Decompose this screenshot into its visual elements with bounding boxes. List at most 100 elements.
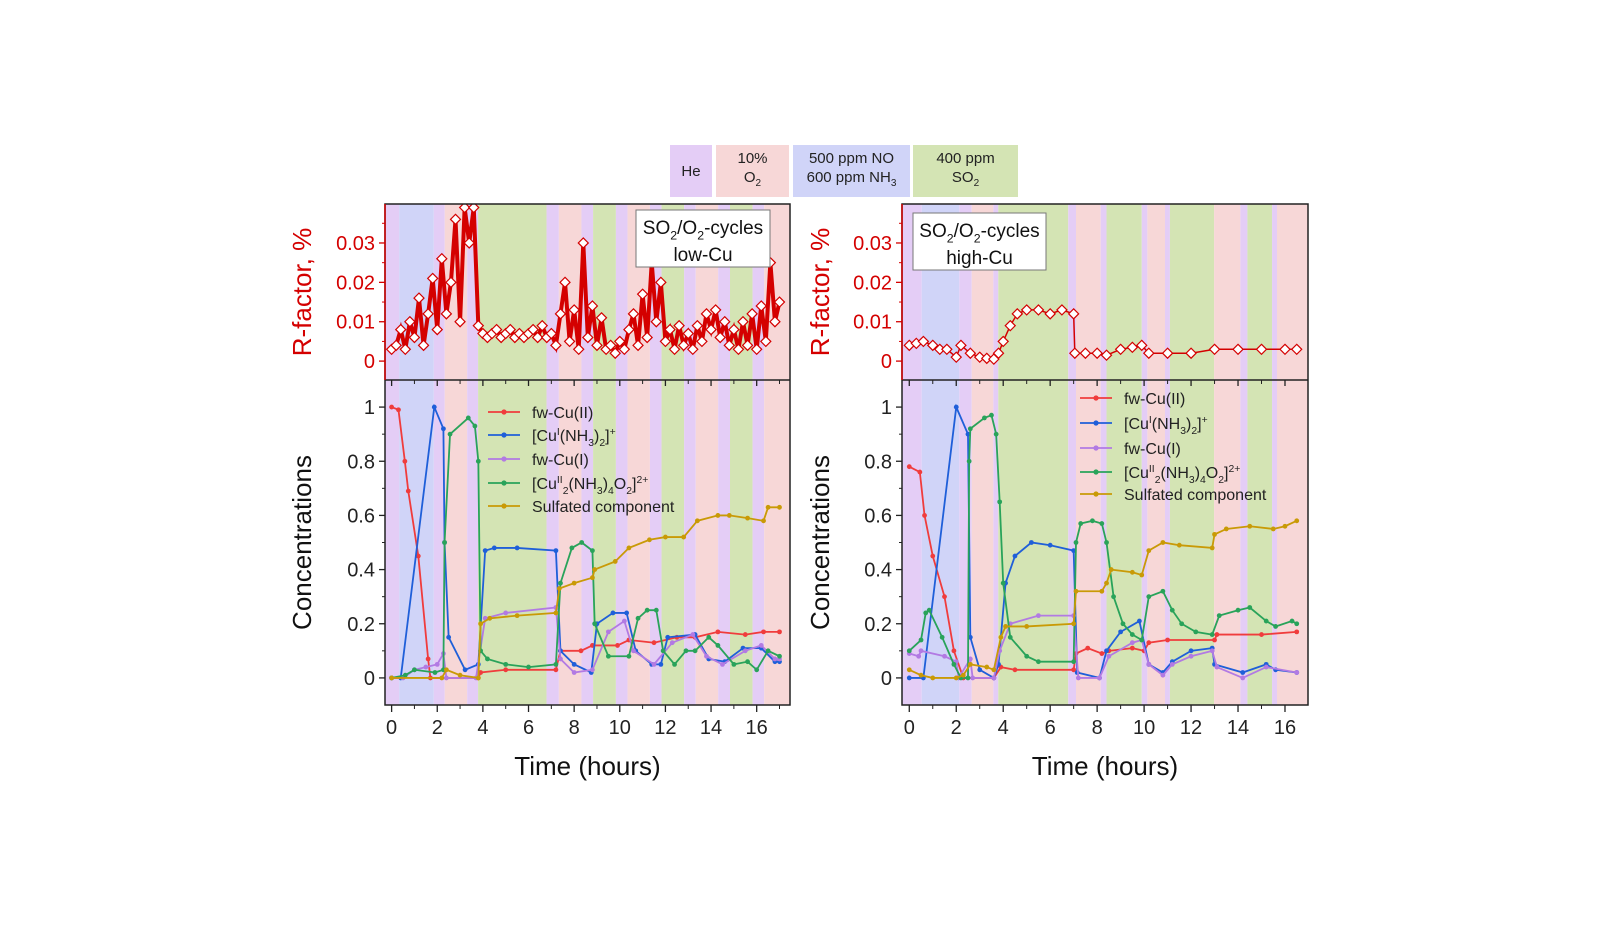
gas-band-he <box>1068 204 1076 705</box>
gas-band-he <box>1100 204 1107 705</box>
series-point-sulfated-component <box>487 615 493 621</box>
series-point-fw-cu-i <box>1169 661 1175 667</box>
series-point-fw-cu-i <box>918 648 924 654</box>
gas-band-so2 <box>1106 204 1142 705</box>
gas-band-he <box>615 204 628 705</box>
rfactor-point <box>973 351 986 364</box>
series-point-cu-i-nh3-2 <box>1118 629 1124 635</box>
rfactor-series <box>385 204 786 360</box>
rfactor-y-axis-title: R-factor, % <box>287 228 317 357</box>
rfactor-point <box>1255 343 1268 356</box>
series-point-fw-cu-i <box>758 643 764 648</box>
rfactor-point <box>1032 304 1045 316</box>
series-point-fw-cu-ii <box>930 553 936 559</box>
series-point-cu-ii-2-nh3-4-o2 <box>672 661 677 667</box>
series-point-cu-ii-2-nh3-4-o2 <box>993 431 999 437</box>
rfactor-point <box>1161 347 1174 360</box>
rfactor-point <box>926 339 939 352</box>
legend-label-fw-cu-ii: fw-Cu(II) <box>1124 391 1185 408</box>
legend-label-fw-cu-i: fw-Cu(I) <box>532 452 589 469</box>
rfactor-point <box>445 276 457 289</box>
x-tick-label: 16 <box>1274 717 1296 739</box>
series-point-fw-cu-i <box>1294 670 1300 675</box>
series-point-fw-cu-ii <box>503 667 509 673</box>
series-point-cu-ii-2-nh3-4-o2 <box>1090 518 1095 524</box>
series-point-fw-cu-i <box>621 618 627 624</box>
rfactor-point <box>399 343 412 356</box>
series-point-sulfated-component <box>590 575 595 581</box>
rfactor-point <box>458 204 471 214</box>
series-point-cu-i-nh3-2 <box>1012 553 1018 559</box>
series-point-fw-cu-ii <box>1214 632 1220 637</box>
rfactor-point <box>1100 349 1113 362</box>
legend-marker-cu-ii-2-nh3-4-o2 <box>501 480 507 486</box>
rfactor-point <box>1135 339 1148 352</box>
series-point-sulfated-component <box>715 513 721 518</box>
series-point-cu-ii-2-nh3-4-o2 <box>706 634 712 640</box>
series-point-cu-ii-2-nh3-4-o2 <box>1273 624 1278 629</box>
series-point-sulfated-component <box>681 534 687 540</box>
rfactor-point <box>755 300 768 312</box>
legend-label-fw-cu-i: fw-Cu(I) <box>1124 441 1181 458</box>
series-point-sulfated-component <box>1223 526 1229 532</box>
series-point-fw-cu-ii <box>553 667 559 673</box>
gas-band-he <box>467 204 479 705</box>
series-point-fw-cu-i <box>605 629 611 635</box>
series-point-sulfated-component <box>726 513 732 518</box>
annotation-label: SO2/O2-cycles <box>643 218 763 243</box>
series-point-cu-i-nh3-2 <box>953 404 959 410</box>
x-tick-label: 4 <box>998 717 1009 739</box>
legend-label-cu-ii-2-nh3-4-o2: [CuII2(NH3)4O2]2+ <box>1124 464 1240 486</box>
legend-marker-fw-cu-ii <box>501 409 507 415</box>
legend-marker-fw-cu-ii <box>1093 395 1099 401</box>
series-point-cu-ii-2-nh3-4-o2 <box>1263 618 1269 624</box>
series-point-cu-i-nh3-2 <box>441 426 446 432</box>
rfactor-point <box>950 351 963 364</box>
series-point-cu-i-nh3-2 <box>977 667 983 673</box>
rfactor-point <box>618 343 631 356</box>
series-point-fw-cu-ii <box>1212 637 1217 643</box>
series-point-cu-ii-2-nh3-4-o2 <box>465 415 471 421</box>
series-point-cu-ii-2-nh3-4-o2 <box>558 580 563 586</box>
series-point-cu-ii-2-nh3-4-o2 <box>412 667 417 673</box>
series-point-cu-ii-2-nh3-4-o2 <box>569 545 575 551</box>
series-point-cu-ii-2-nh3-4-o2 <box>926 607 932 613</box>
series-point-cu-ii-2-nh3-4-o2 <box>1099 521 1105 526</box>
gas-band-no-nh3 <box>921 204 960 705</box>
rfactor-point <box>1279 343 1291 356</box>
rfactor-point <box>677 339 690 352</box>
series-point-cu-ii-2-nh3-4-o2 <box>1193 629 1199 635</box>
series-point-fw-cu-i <box>558 656 563 662</box>
series-point-sulfated-component <box>1104 580 1109 586</box>
series-point-cu-i-nh3-2 <box>482 548 488 554</box>
rfactor-point <box>467 204 480 214</box>
x-tick-label: 6 <box>1045 717 1056 739</box>
series-point-cu-ii-2-nh3-4-o2 <box>966 458 972 464</box>
gas-legend-label: He <box>681 162 701 180</box>
gas-legend-label: 400 ppm <box>936 150 995 167</box>
rfactor-point <box>641 331 654 344</box>
series-point-sulfated-component <box>1146 548 1152 554</box>
conc-y-tick-label: 0.4 <box>347 560 375 582</box>
series-point-sulfated-component <box>626 545 632 551</box>
rfactor-y-tick-label: 0 <box>881 351 892 373</box>
series-point-cu-ii-2-nh3-4-o2 <box>592 621 598 627</box>
legend-marker-cu-ii-2-nh3-4-o2 <box>1093 469 1099 475</box>
series-point-cu-ii-2-nh3-4-o2 <box>1179 621 1185 627</box>
series-point-sulfated-component <box>457 672 463 678</box>
series-point-fw-cu-ii <box>1085 645 1091 651</box>
series-point-fw-cu-i <box>916 653 922 659</box>
series-point-fw-cu-i <box>942 653 947 659</box>
series-point-cu-ii-2-nh3-4-o2 <box>965 675 971 681</box>
rfactor-point <box>686 343 699 356</box>
series-point-cu-ii-2-nh3-4-o2 <box>485 656 490 662</box>
series-point-cu-i-nh3-2 <box>1028 540 1034 545</box>
gas-band-o2 <box>1277 204 1308 705</box>
series-point-cu-i-nh3-2 <box>665 634 671 640</box>
rfactor-point <box>568 304 581 316</box>
chart-high-cu: fw-Cu(II) [CuI(NH3)2]+ fw-Cu(I) [CuII2(NH3)… <box>805 203 1309 781</box>
rfactor-point <box>705 323 717 336</box>
series-point-fw-cu-i <box>1075 675 1081 681</box>
rfactor-point <box>659 335 672 348</box>
rfactor-point <box>454 315 466 328</box>
